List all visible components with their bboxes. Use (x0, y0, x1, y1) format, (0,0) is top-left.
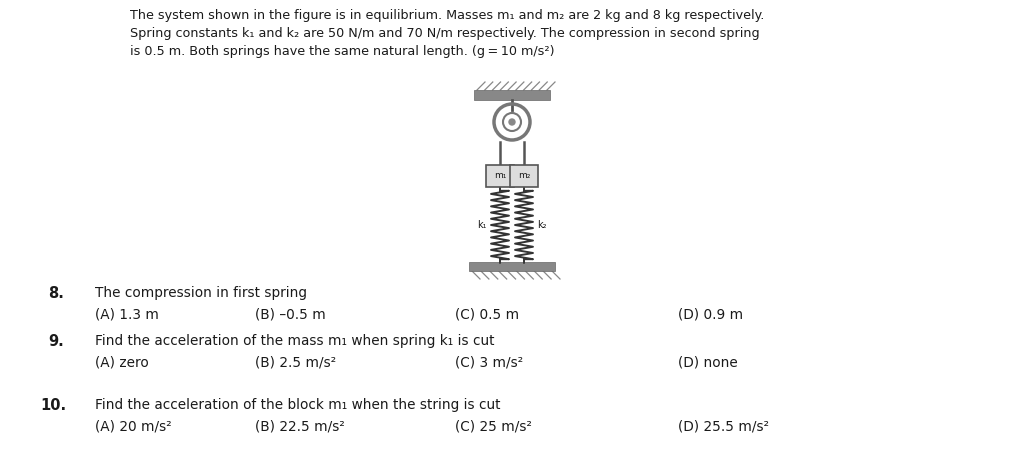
Text: (C) 0.5 m: (C) 0.5 m (455, 308, 519, 322)
Text: (A) zero: (A) zero (95, 356, 148, 370)
Text: (D) 25.5 m/s²: (D) 25.5 m/s² (678, 420, 769, 434)
Text: 9.: 9. (48, 334, 63, 349)
Text: m₂: m₂ (518, 171, 530, 180)
Bar (474, 90, 550, 100)
Text: k₂: k₂ (538, 220, 547, 230)
Text: The compression in first spring: The compression in first spring (95, 286, 307, 300)
Text: is 0.5 m. Both springs have the same natural length. (g = 10 m/s²): is 0.5 m. Both springs have the same nat… (130, 45, 555, 58)
Text: Find the acceleration of the block m₁ when the string is cut: Find the acceleration of the block m₁ wh… (95, 398, 501, 412)
Text: (A) 20 m/s²: (A) 20 m/s² (95, 420, 172, 434)
Text: (B) 22.5 m/s²: (B) 22.5 m/s² (255, 420, 345, 434)
Circle shape (509, 119, 515, 125)
Bar (510, 165, 538, 187)
Text: 10.: 10. (40, 398, 67, 413)
Text: m₁: m₁ (494, 171, 506, 180)
Text: Find the acceleration of the mass m₁ when spring k₁ is cut: Find the acceleration of the mass m₁ whe… (95, 334, 495, 348)
Text: k₁: k₁ (477, 220, 486, 230)
Text: (D) none: (D) none (678, 356, 737, 370)
Text: The system shown in the figure is in equilibrium. Masses m₁ and m₂ are 2 kg and : The system shown in the figure is in equ… (130, 9, 764, 22)
Text: 8.: 8. (48, 286, 63, 301)
Text: (B) 2.5 m/s²: (B) 2.5 m/s² (255, 356, 336, 370)
Bar (469, 262, 555, 271)
Text: Spring constants k₁ and k₂ are 50 N/m and 70 N/m respectively. The compression i: Spring constants k₁ and k₂ are 50 N/m an… (130, 27, 760, 40)
Bar (486, 165, 514, 187)
Text: (D) 0.9 m: (D) 0.9 m (678, 308, 743, 322)
Text: (C) 25 m/s²: (C) 25 m/s² (455, 420, 531, 434)
Text: (A) 1.3 m: (A) 1.3 m (95, 308, 159, 322)
Text: (C) 3 m/s²: (C) 3 m/s² (455, 356, 523, 370)
Text: (B) –0.5 m: (B) –0.5 m (255, 308, 326, 322)
